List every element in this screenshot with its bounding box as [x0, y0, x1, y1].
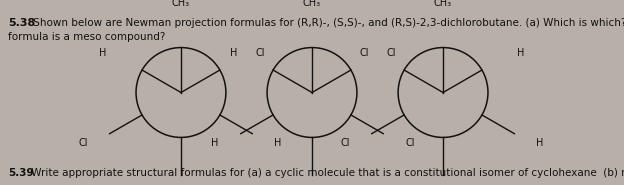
Text: Cl: Cl: [340, 138, 350, 148]
Text: Cl: Cl: [78, 138, 88, 148]
Text: Cl: Cl: [359, 48, 369, 58]
Text: H: H: [536, 138, 544, 148]
Text: H: H: [99, 48, 107, 58]
Text: Cl: Cl: [255, 48, 265, 58]
Text: Write appropriate structural formulas for (a) a cyclic molecule that is a consti: Write appropriate structural formulas fo…: [28, 168, 624, 178]
Text: H: H: [230, 48, 238, 58]
Text: CH₃: CH₃: [303, 0, 321, 8]
Text: 5.39: 5.39: [8, 168, 34, 178]
Text: Shown below are Newman projection formulas for (R,R)-, (S,S)-, and (R,S)-2,3-dic: Shown below are Newman projection formul…: [30, 18, 624, 28]
Text: CH₃: CH₃: [172, 0, 190, 8]
Text: H: H: [517, 48, 525, 58]
Text: Cl: Cl: [386, 48, 396, 58]
Text: H: H: [274, 138, 281, 148]
Text: CH₃: CH₃: [434, 0, 452, 8]
Text: H: H: [212, 138, 219, 148]
Text: formula is a meso compound?: formula is a meso compound?: [8, 32, 165, 42]
Text: 5.38: 5.38: [8, 18, 35, 28]
Text: Cl: Cl: [405, 138, 415, 148]
